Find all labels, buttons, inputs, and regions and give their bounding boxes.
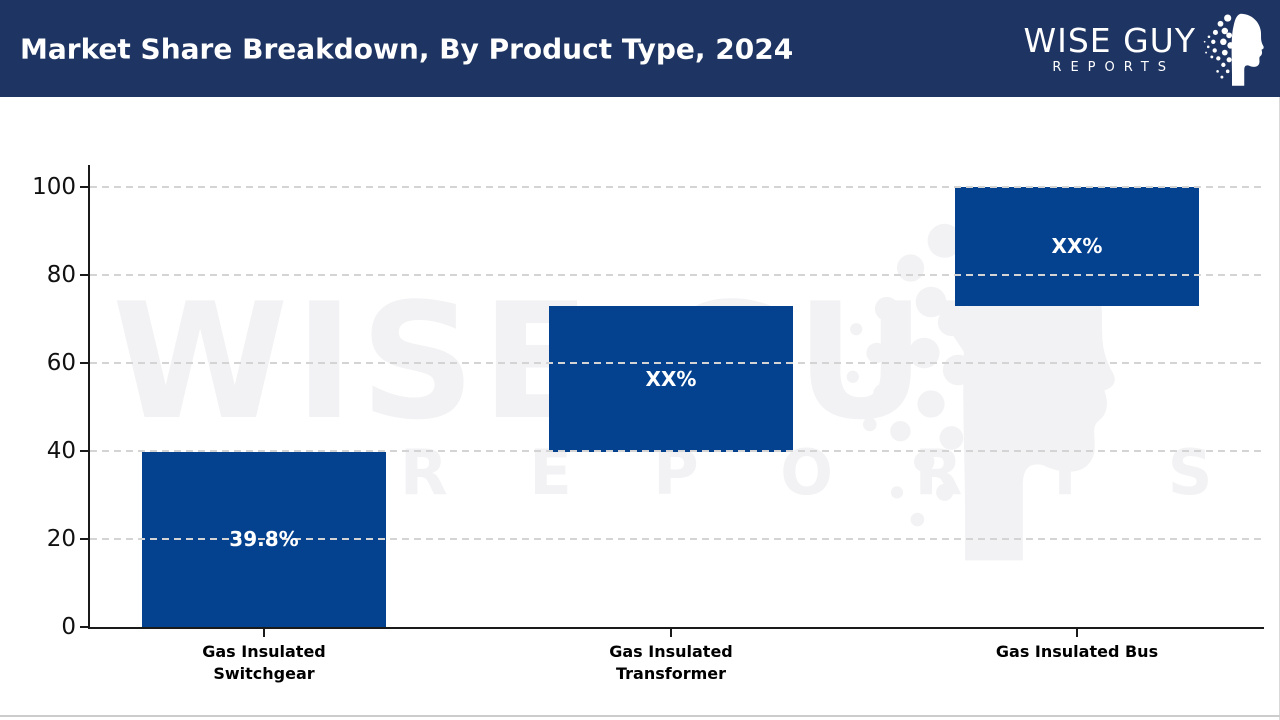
y-axis-tick-label: 60 xyxy=(46,350,76,376)
bar-value-label: XX% xyxy=(1051,234,1103,259)
bar-2 xyxy=(549,305,793,452)
y-axis-tick-label: 100 xyxy=(32,174,76,200)
gridline xyxy=(90,450,1264,452)
gridline xyxy=(90,274,1264,276)
gridline xyxy=(90,538,1264,540)
x-axis-tick xyxy=(263,627,265,637)
page-title: Market Share Breakdown, By Product Type,… xyxy=(20,32,794,65)
logo-wiseguy-label: WISE GUY xyxy=(1023,21,1196,60)
bar-value-label: XX% xyxy=(645,366,697,391)
gridline xyxy=(90,362,1264,364)
wiseguy-logo: WISE GUY REPORTS xyxy=(1023,5,1268,93)
y-axis-tick xyxy=(80,450,88,452)
x-axis-tick xyxy=(670,627,672,637)
header: Market Share Breakdown, By Product Type,… xyxy=(0,0,1280,97)
x-axis-category-label: Gas Insulated Bus xyxy=(995,642,1159,661)
logo-head-icon xyxy=(1203,13,1264,86)
bar-value-label: 39.8% xyxy=(229,527,299,552)
y-axis-tick-label: 80 xyxy=(46,262,76,288)
y-axis-tick xyxy=(80,186,88,188)
x-axis-category-label: Gas Insulated Switchgear xyxy=(202,642,326,683)
y-axis-tick xyxy=(80,362,88,364)
y-axis-tick xyxy=(80,626,88,628)
gridline xyxy=(90,186,1264,188)
x-axis-category-label: Gas Insulated Transformer xyxy=(609,642,733,683)
bottom-divider xyxy=(0,715,1280,717)
y-axis-tick xyxy=(80,274,88,276)
x-axis-tick xyxy=(1076,627,1078,637)
y-axis-tick-label: 40 xyxy=(46,438,76,464)
logo-reports-label: REPORTS xyxy=(1052,60,1176,75)
y-axis-tick-label: 0 xyxy=(61,614,76,640)
logo-text: WISE GUY REPORTS xyxy=(1023,24,1196,74)
y-axis-tick-label: 20 xyxy=(46,526,76,552)
y-axis-tick xyxy=(80,538,88,540)
bar-3 xyxy=(955,187,1199,306)
plot-area: 0 20 40 60 80 100 39.8% Gas Insulated Switchgear… xyxy=(32,165,1264,683)
